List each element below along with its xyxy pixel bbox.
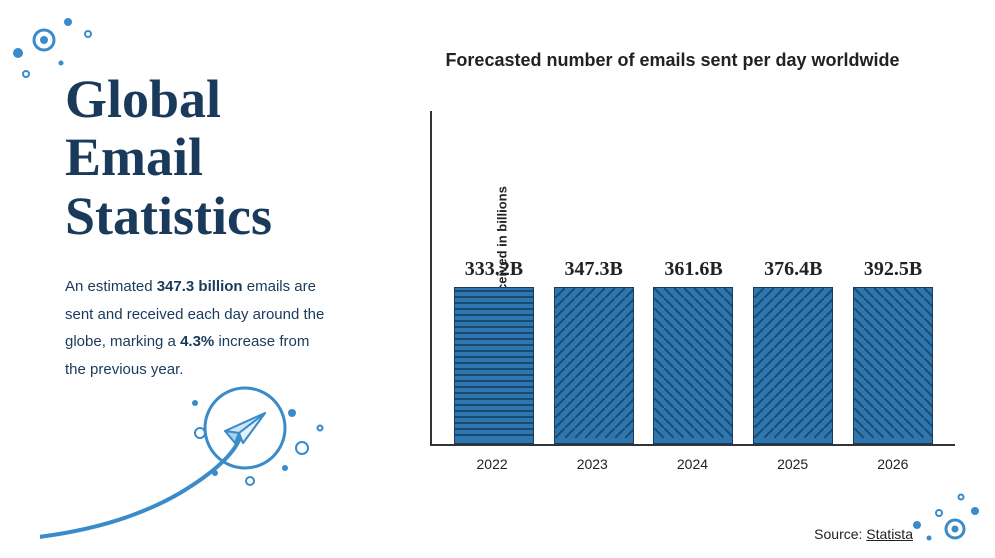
infographic-container: Global Email Statistics An estimated 347… [0,0,995,558]
chart-title: Forecasted number of emails sent per day… [380,50,965,71]
bar-value-label: 376.4B [764,258,822,281]
bar-group: 376.4B [753,287,833,444]
bar-group: 333.2B [454,287,534,444]
left-panel: Global Email Statistics An estimated 347… [0,0,370,558]
bar-group: 392.5B [853,287,933,444]
bar-value-label: 361.6B [664,258,722,281]
title-line-2: Email [65,127,203,187]
x-axis-label: 2023 [552,446,632,481]
bar [454,287,534,444]
x-axis-label: 2025 [753,446,833,481]
x-axis-label: 2026 [853,446,933,481]
bar [653,287,733,444]
x-axis-labels: 2022 2023 2024 2025 2026 [430,446,955,481]
chart-area: Emails sent and received in billions [410,111,955,481]
bar-group: 361.6B [653,287,733,444]
bar [554,287,634,444]
x-axis-label: 2024 [652,446,732,481]
chart-plot: 333.2B347.3B361.6B376.4B392.5B [430,111,955,446]
title-line-1: Global [65,69,221,129]
paper-plane-decoration [40,363,370,543]
main-title: Global Email Statistics [65,70,350,245]
right-panel: Forecasted number of emails sent per day… [370,0,995,558]
title-line-3: Statistics [65,186,272,246]
bar-value-label: 392.5B [864,258,922,281]
x-axis-label: 2022 [452,446,532,481]
bars-container: 333.2B347.3B361.6B376.4B392.5B [432,111,955,444]
bar [853,287,933,444]
bar-value-label: 347.3B [565,258,623,281]
bar [753,287,833,444]
bar-group: 347.3B [554,287,634,444]
bar-value-label: 333.2B [465,258,523,281]
decoration-bottom-right [899,483,989,548]
